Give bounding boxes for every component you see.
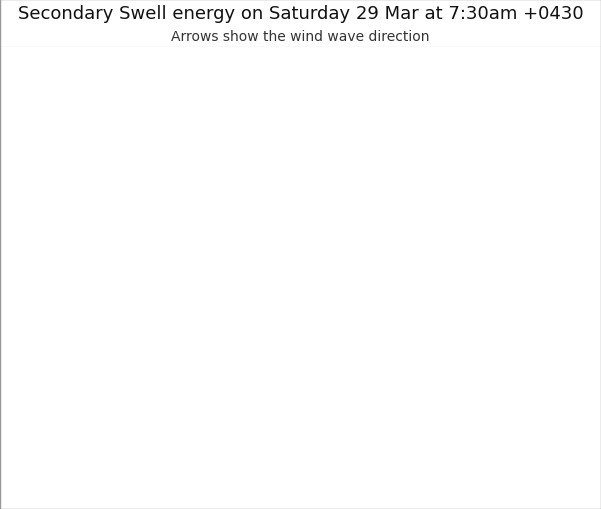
- Text: Secondary Swell energy on Saturday 29 Mar at 7:30am +0430: Secondary Swell energy on Saturday 29 Ma…: [17, 6, 584, 23]
- Text: Arrows show the wind wave direction: Arrows show the wind wave direction: [171, 31, 430, 44]
- Text: cartopy not available: cartopy not available: [197, 269, 404, 288]
